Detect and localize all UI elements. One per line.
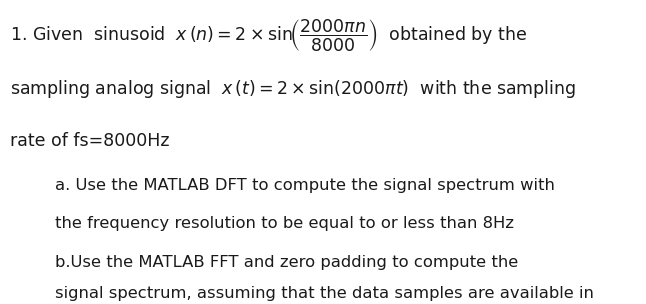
Text: the frequency resolution to be equal to or less than 8Hz: the frequency resolution to be equal to … [55, 216, 514, 231]
Text: signal spectrum, assuming that the data samples are available in: signal spectrum, assuming that the data … [55, 286, 594, 301]
Text: 1. Given  sinusoid  $x\,(n) = 2 \times \mathrm{sin}\!\left(\dfrac{2000\pi n}{800: 1. Given sinusoid $x\,(n) = 2 \times \ma… [10, 17, 528, 53]
Text: b.Use the MATLAB FFT and zero padding to compute the: b.Use the MATLAB FFT and zero padding to… [55, 255, 518, 270]
Text: sampling analog signal  $x\,(t) = 2 \times \mathrm{sin}(2000\pi t)$  with the sa: sampling analog signal $x\,(t) = 2 \time… [10, 78, 576, 99]
Text: a. Use the MATLAB DFT to compute the signal spectrum with: a. Use the MATLAB DFT to compute the sig… [55, 178, 555, 193]
Text: rate of fs=8000Hz: rate of fs=8000Hz [10, 132, 170, 150]
